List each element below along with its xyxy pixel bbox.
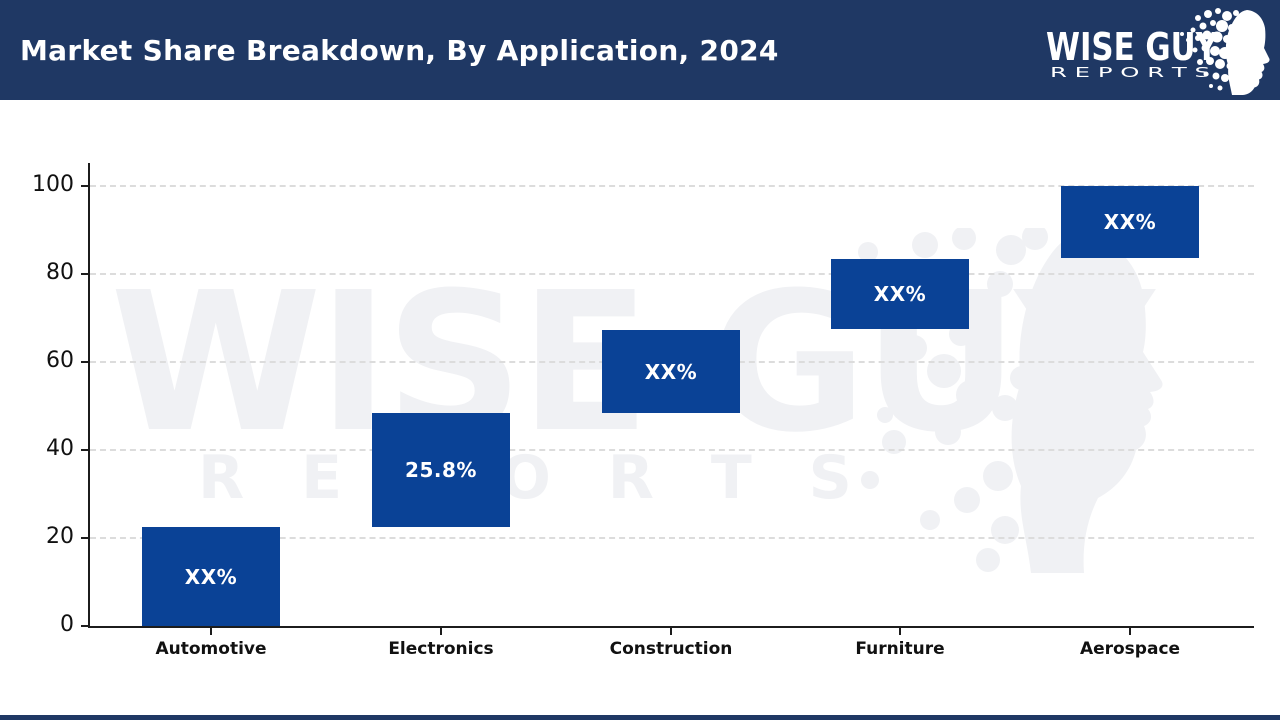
bar-aerospace: XX%: [1061, 186, 1199, 259]
y-tick: [81, 625, 90, 627]
header-bar: Market Share Breakdown, By Application, …: [0, 0, 1280, 100]
watermark-secondary: R E P O R T S: [198, 443, 870, 513]
x-tick: [440, 626, 442, 635]
gridline-y-80: [90, 273, 1254, 275]
y-tick: [81, 185, 90, 187]
bar-electronics: 25.8%: [372, 413, 510, 527]
bar-value-label: XX%: [644, 359, 698, 384]
x-tick: [210, 626, 212, 635]
category-label-electronics: Electronics: [388, 639, 494, 659]
category-label-furniture: Furniture: [855, 639, 945, 659]
bar-construction: XX%: [602, 329, 740, 414]
gridline-y-20: [90, 537, 1254, 539]
y-tick: [81, 537, 90, 539]
y-tick-label: 60: [46, 348, 74, 373]
logo-secondary-text: R E P O R T S: [1050, 66, 1210, 81]
gridline-y-100: [90, 185, 1254, 187]
logo-primary-text: WISE GUY: [1046, 25, 1218, 69]
y-axis: [88, 163, 90, 626]
bar-furniture: XX%: [831, 258, 969, 330]
y-tick: [81, 361, 90, 363]
x-tick: [670, 626, 672, 635]
gridline-y-40: [90, 449, 1254, 451]
y-tick-label: 0: [60, 612, 74, 637]
page-title: Market Share Breakdown, By Application, …: [20, 33, 779, 67]
x-tick: [1129, 626, 1131, 635]
category-label-construction: Construction: [609, 639, 733, 659]
bar-automotive: XX%: [142, 527, 280, 626]
y-tick: [81, 449, 90, 451]
y-tick-label: 40: [46, 436, 74, 461]
bar-value-label: XX%: [184, 564, 238, 589]
y-tick-label: 100: [32, 172, 74, 197]
bar-value-label: XX%: [1103, 210, 1157, 235]
y-tick: [81, 273, 90, 275]
y-tick-label: 80: [46, 260, 74, 285]
category-label-automotive: Automotive: [155, 639, 267, 659]
wise-guy-logo: WISE GUY R E P O R T S: [1046, 8, 1270, 95]
bar-value-label: 25.8%: [405, 458, 477, 483]
category-label-aerospace: Aerospace: [1079, 639, 1181, 659]
y-tick-label: 20: [46, 524, 74, 549]
footer-bar: [0, 715, 1280, 720]
bar-value-label: XX%: [873, 282, 927, 306]
x-tick: [899, 626, 901, 635]
logo-head-profile-icon: [1225, 10, 1270, 95]
watermark-head-icon: [858, 228, 1163, 573]
